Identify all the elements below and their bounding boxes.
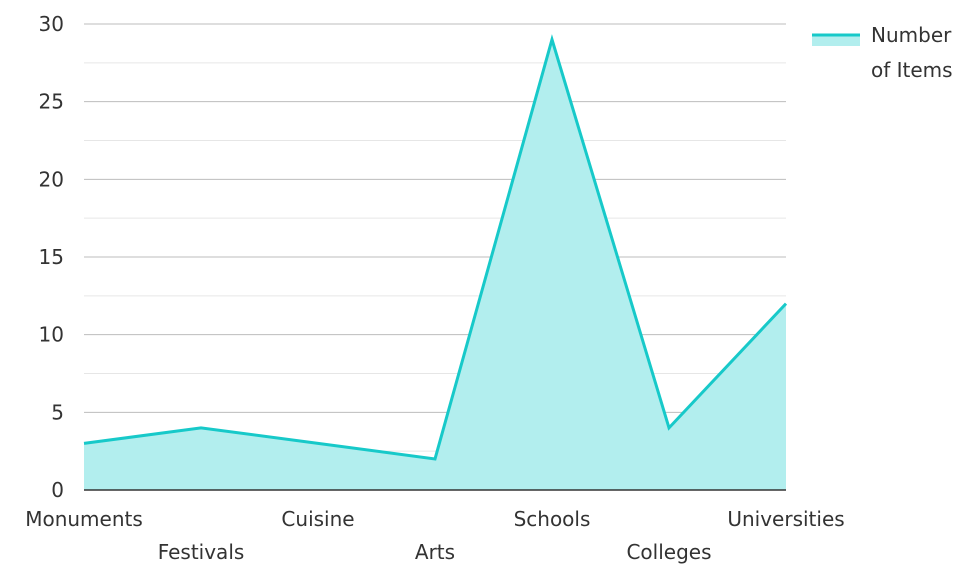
- legend-label-line-1: Number: [871, 23, 952, 47]
- data-point-schools: [549, 37, 555, 43]
- x-tick-label: Schools: [514, 507, 591, 531]
- x-tick-label: Monuments: [25, 507, 143, 531]
- y-tick-label: 25: [39, 90, 64, 114]
- x-tick-label: Universities: [727, 507, 844, 531]
- x-tick-label: Festivals: [158, 540, 245, 564]
- data-point-arts: [432, 456, 438, 462]
- y-tick-label: 10: [39, 323, 64, 347]
- y-axis-ticks: 0 5 10 15 20 25 30: [39, 12, 64, 502]
- x-tick-label: Cuisine: [281, 507, 354, 531]
- data-point-colleges: [666, 425, 672, 431]
- data-point-festivals: [198, 425, 204, 431]
- legend: Number of Items: [812, 23, 953, 82]
- grid-lines: [84, 23, 786, 452]
- data-point-monuments: [81, 440, 87, 446]
- data-point-universities: [783, 301, 789, 307]
- y-tick-label: 5: [51, 400, 64, 424]
- y-tick-label: 20: [39, 167, 64, 191]
- x-tick-label: Arts: [415, 540, 455, 564]
- legend-swatch: [812, 34, 860, 46]
- legend-label-line-2: of Items: [871, 58, 953, 82]
- y-tick-label: 30: [39, 12, 64, 36]
- x-tick-label: Colleges: [626, 540, 711, 564]
- data-point-cuisine: [315, 440, 321, 446]
- series-line-number-of-items: [83, 34, 788, 461]
- series-area-number-of-items: [84, 39, 786, 491]
- y-tick-label: 0: [51, 478, 64, 502]
- y-tick-label: 15: [39, 245, 64, 269]
- x-axis-ticks: Monuments Festivals Cuisine Arts Schools Coll…: [25, 507, 844, 564]
- data-points: [81, 37, 789, 462]
